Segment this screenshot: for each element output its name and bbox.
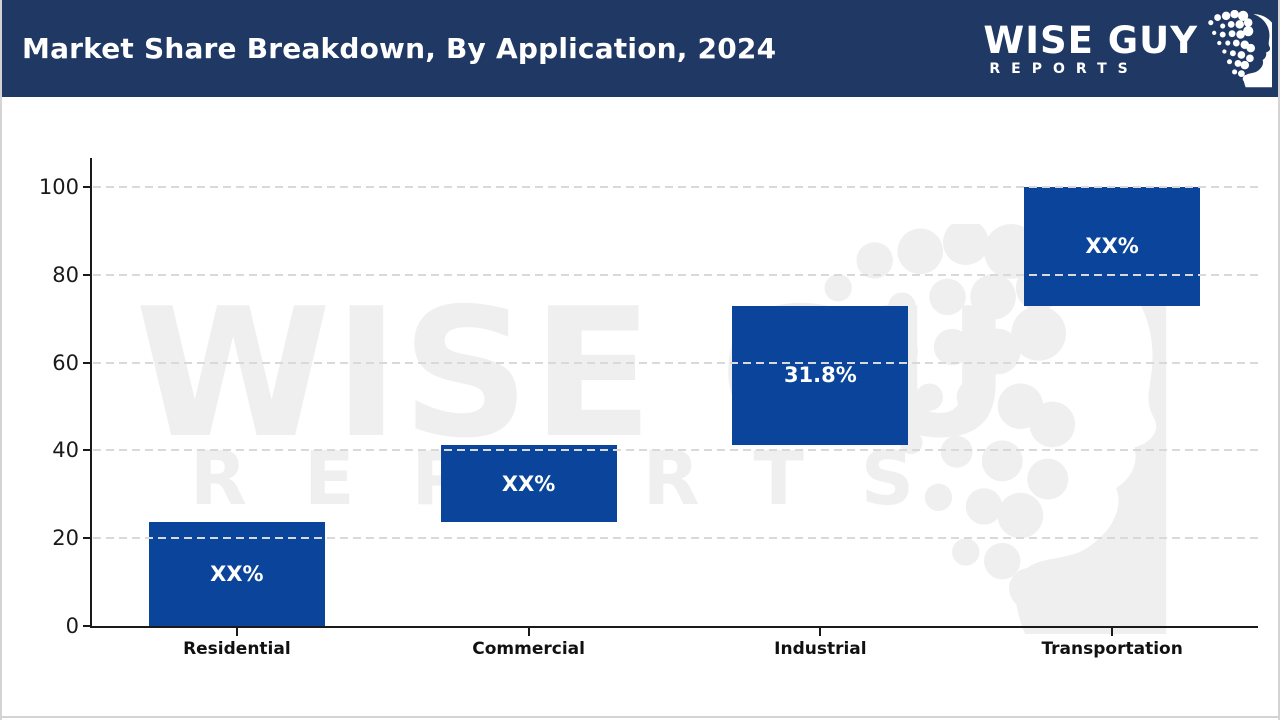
x-tick-label-transportation: Transportation bbox=[1041, 639, 1183, 659]
y-tick-label: 100 bbox=[38, 175, 79, 199]
gridline-y80 bbox=[93, 273, 1258, 276]
y-tick-mark bbox=[83, 537, 91, 540]
x-tick-mark bbox=[527, 628, 530, 636]
x-tick-label-residential: Residential bbox=[183, 639, 291, 659]
y-tick-mark bbox=[83, 273, 91, 276]
image-bottom-border bbox=[2, 716, 1278, 718]
y-tick-label: 20 bbox=[52, 526, 79, 551]
bar-transportation: XX% bbox=[1024, 187, 1201, 306]
brand-logo-subtitle: REPORTS bbox=[989, 60, 1139, 77]
y-tick-label: 40 bbox=[52, 438, 79, 463]
y-tick-label: 80 bbox=[52, 262, 79, 287]
bar-value-label: XX% bbox=[1085, 234, 1139, 259]
brand-face-dots-icon bbox=[1208, 9, 1272, 87]
x-axis-spine bbox=[90, 626, 1258, 628]
bar-value-label: XX% bbox=[210, 562, 264, 587]
page-title: Market Share Breakdown, By Application, … bbox=[22, 32, 777, 65]
gridline-y60 bbox=[93, 361, 1258, 364]
x-tick-mark bbox=[1111, 628, 1114, 636]
gridline-y100 bbox=[93, 186, 1258, 188]
x-tick-label-commercial: Commercial bbox=[472, 639, 585, 659]
y-tick-mark bbox=[83, 625, 91, 627]
y-axis-spine bbox=[90, 158, 92, 628]
y-tick-label: 0 bbox=[65, 614, 79, 638]
brand-logo: WISE GUY REPORTS bbox=[983, 9, 1278, 88]
brand-logo-text: WISE GUY REPORTS bbox=[983, 22, 1198, 76]
y-tick-mark bbox=[83, 361, 91, 364]
bar-commercial: XX% bbox=[440, 445, 617, 523]
y-tick-label: 60 bbox=[52, 350, 79, 375]
x-tick-mark bbox=[819, 628, 822, 636]
bar-residential: XX% bbox=[148, 522, 325, 626]
y-tick-mark bbox=[83, 449, 91, 452]
x-tick-mark bbox=[235, 628, 238, 636]
header-bar: Market Share Breakdown, By Application, … bbox=[2, 0, 1278, 97]
brand-logo-name: WISE GUY bbox=[983, 18, 1198, 62]
x-tick-label-industrial: Industrial bbox=[774, 639, 867, 659]
gridline-y40 bbox=[93, 449, 1258, 452]
bar-industrial: 31.8% bbox=[732, 305, 909, 446]
y-tick-mark bbox=[83, 186, 91, 188]
gridline-y20 bbox=[93, 537, 1258, 540]
bar-value-label: XX% bbox=[501, 471, 556, 496]
bar-value-label: 31.8% bbox=[783, 363, 857, 388]
